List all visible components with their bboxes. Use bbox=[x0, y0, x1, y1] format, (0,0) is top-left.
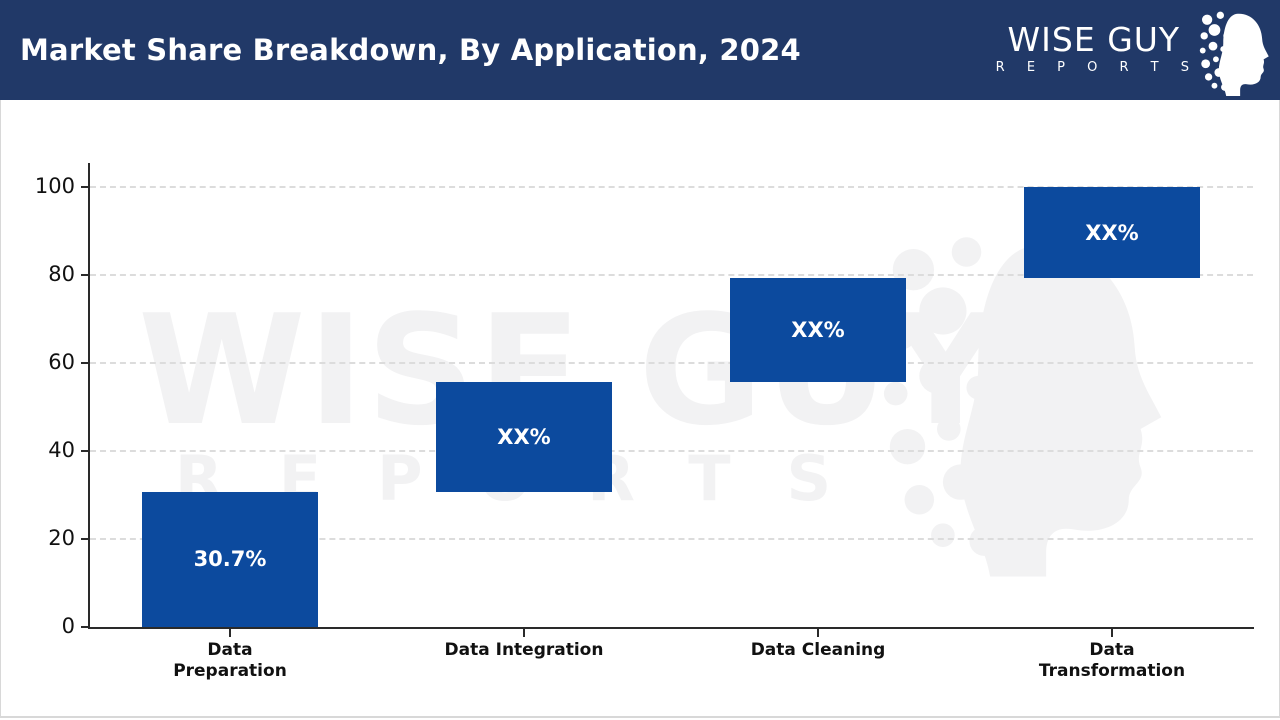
y-tick-label: 60 bbox=[48, 350, 75, 374]
bar-value-label: XX% bbox=[791, 318, 845, 343]
x-category-label: Data Transformation bbox=[1038, 640, 1186, 681]
y-tick-label: 40 bbox=[48, 438, 75, 462]
y-gridline bbox=[90, 274, 1253, 276]
y-gridline bbox=[90, 538, 1253, 540]
bar-data-transformation: XX% bbox=[1024, 187, 1200, 279]
header-bar: Market Share Breakdown, By Application, … bbox=[0, 0, 1280, 100]
y-tick-label: 20 bbox=[48, 526, 75, 550]
y-tick-mark bbox=[81, 362, 90, 364]
page-title: Market Share Breakdown, By Application, … bbox=[20, 33, 801, 67]
x-tick-mark bbox=[1111, 629, 1113, 637]
bar-value-label: XX% bbox=[1085, 220, 1139, 245]
bar-data-integration: XX% bbox=[436, 382, 612, 492]
y-tick-mark bbox=[81, 186, 90, 188]
bar-value-label: XX% bbox=[497, 425, 551, 450]
y-axis-spine bbox=[88, 163, 90, 629]
y-tick-label: 0 bbox=[61, 614, 75, 638]
y-tick-label: 80 bbox=[48, 262, 75, 286]
x-category-label: Data Preparation bbox=[173, 640, 287, 681]
y-tick-mark bbox=[81, 274, 90, 276]
bar-data-preparation: 30.7% bbox=[142, 491, 318, 627]
y-gridline bbox=[90, 362, 1253, 364]
y-gridline bbox=[90, 186, 1253, 188]
x-axis-spine bbox=[88, 627, 1254, 629]
logo-subtitle: R E P O R T S bbox=[995, 60, 1198, 75]
logo-text: WISE GUY R E P O R T S bbox=[990, 20, 1198, 76]
y-gridline bbox=[90, 450, 1253, 452]
x-tick-mark bbox=[229, 629, 231, 637]
y-tick-label: 100 bbox=[34, 174, 75, 198]
y-tick-mark bbox=[81, 626, 90, 628]
y-tick-mark bbox=[81, 450, 90, 452]
x-category-label: Data Cleaning bbox=[750, 640, 886, 660]
watermark-face-icon bbox=[883, 237, 1162, 577]
x-tick-mark bbox=[817, 629, 819, 637]
bar-value-label: 30.7% bbox=[193, 547, 267, 572]
x-category-label: Data Integration bbox=[444, 640, 604, 660]
x-tick-mark bbox=[523, 629, 525, 637]
logo-wordmark: WISE GUY bbox=[1007, 20, 1181, 59]
wiseguy-logo: WISE GUY R E P O R T S bbox=[996, 4, 1270, 96]
bar-data-cleaning: XX% bbox=[730, 278, 906, 383]
y-tick-mark bbox=[81, 538, 90, 540]
wiseguy-face-icon bbox=[1199, 11, 1269, 96]
